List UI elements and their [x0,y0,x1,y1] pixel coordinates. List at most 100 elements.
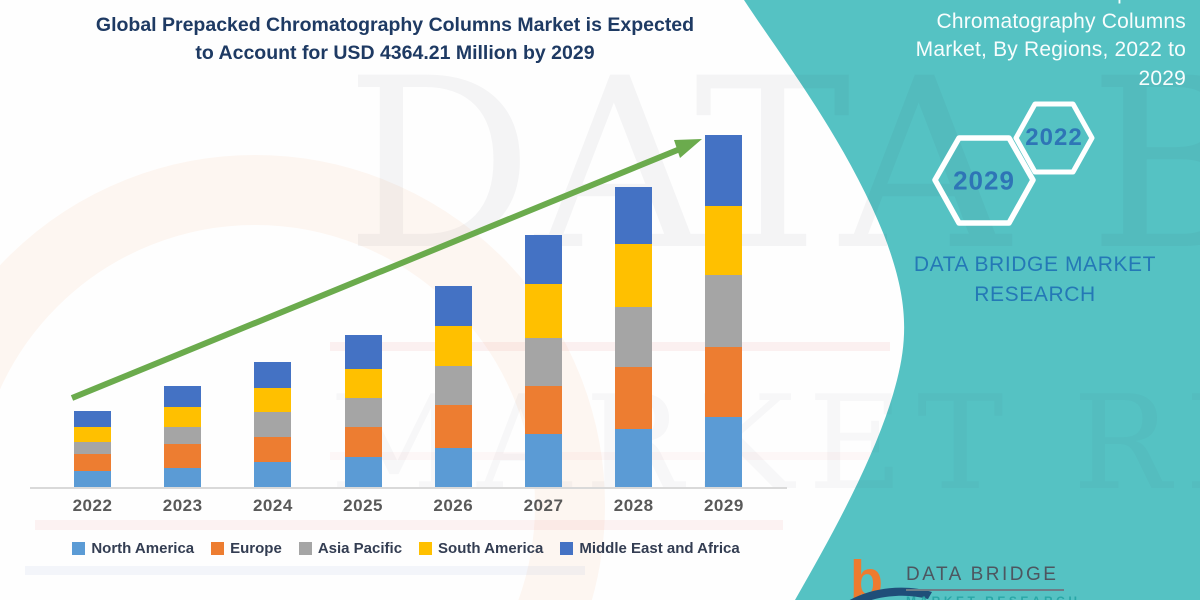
panel-heading: Global Prepacked Chromatography Columns … [916,0,1186,93]
x-axis-label-2026: 2026 [433,496,474,515]
legend-label: North America [91,540,195,557]
bar-segment-north-america [705,416,743,487]
bar-2029 [705,135,743,487]
bar-segment-south-america [74,426,111,442]
bar-segment-asia-pacific [344,397,382,427]
bar-segment-europe [254,436,292,462]
bar-2025 [344,335,382,487]
legend-item-europe: Europe [211,540,282,557]
legend-label: Middle East and Africa [579,540,740,557]
legend-label: Asia Pacific [317,540,403,557]
bar-segment-south-america [705,206,743,276]
bar-2028 [615,186,653,487]
watermark-band [330,452,890,460]
trend-arrow-line [70,146,682,401]
bar-segment-europe [164,444,202,468]
bar-segment-asia-pacific [615,306,653,367]
data-bridge-watermark: DATA BRIDGE [345,29,1200,302]
watermark-band [35,520,783,530]
legend-swatch [419,542,433,555]
bar-segment-south-america [525,284,562,338]
bar-segment-europe [344,427,382,457]
bar-2022 [74,410,111,487]
bar-segment-asia-pacific [434,365,472,406]
legend-swatch [298,542,312,555]
bar-segment-north-america [344,457,382,487]
panel-heading-line1: Chromatography Columns [936,9,1186,33]
bar-2024 [254,361,292,487]
logo-name-text: DATA BRIDGE [906,564,1059,585]
brand-text: DATA BRIDGE MARKET RESEARCH [880,250,1190,310]
chart-title-line2: to Account for USD 4364.21 Million by 20… [195,42,595,64]
bar-segment-middle-east-and-africa [705,135,743,207]
legend-label: Europe [230,540,282,557]
hexagon-2022-label: 2022 [1025,124,1083,151]
brand-text-line2: RESEARCH [974,283,1096,306]
bar-segment-europe [615,366,653,429]
brand-text-line1: DATA BRIDGE MARKET [913,253,1157,276]
x-axis-label-2024: 2024 [252,496,293,515]
bar-2026 [434,285,472,487]
bar-segment-north-america [615,428,653,487]
hexagon-2022 [1013,101,1095,175]
logo-sub-text: MARKET RESEARCH [906,594,1081,600]
legend-swatch [72,542,86,555]
bar-segment-south-america [615,244,653,307]
bar-segment-middle-east-and-africa [615,186,653,245]
bar-segment-south-america [434,325,472,366]
bar-segment-middle-east-and-africa [434,285,472,326]
legend-swatch [560,542,574,555]
trend-arrow-head [674,139,702,158]
logo-underline [906,589,1064,591]
x-axis-label-2029: 2029 [703,496,744,515]
legend-item-north-america: North America [72,540,194,557]
x-axis-label-2028: 2028 [613,496,654,515]
chart-legend: North America Europe Asia Pacific South Ame… [30,540,782,557]
bar-2027 [525,235,562,487]
chart-title-line1: Global Prepacked Chromatography Columns … [95,14,695,36]
panel-heading-line3: 2029 [1138,66,1186,90]
legend-swatch [211,542,225,555]
bar-segment-middle-east-and-africa [254,361,292,388]
data-bridge-logo: b DATA BRIDGE MARKET RESEARCH [840,556,1180,600]
bar-segment-south-america [254,387,292,412]
bar-segment-asia-pacific [254,411,292,437]
x-axis-label-2022: 2022 [72,496,113,515]
panel-heading-line2: Market, By Regions, 2022 to [915,38,1186,61]
panel-heading-clipped-line: Global Prepacked [916,0,1186,8]
bar-2023 [164,385,202,487]
legend-item-asia-pacific: Asia Pacific [298,540,403,557]
bar-segment-middle-east-and-africa [344,335,382,369]
legend-label: South America [438,540,544,557]
bar-segment-north-america [254,461,292,487]
x-axis-label-2023: 2023 [162,496,203,515]
bar-segment-asia-pacific [705,275,743,347]
bar-segment-middle-east-and-africa [525,235,562,285]
bar-segment-europe [74,453,111,471]
bar-segment-asia-pacific [525,337,562,386]
bar-segment-south-america [344,368,382,398]
bar-segment-europe [705,346,743,417]
hexagon-2029-label: 2029 [953,165,1015,196]
bar-segment-europe [525,385,562,435]
legend-item-south-america: South America [419,540,543,557]
bar-segment-north-america [434,447,472,487]
bar-segment-north-america [74,470,111,487]
bar-segment-asia-pacific [164,426,202,445]
watermark-band [330,342,890,351]
bar-segment-middle-east-and-africa [74,410,111,427]
x-axis-label-2025: 2025 [343,496,383,515]
legend-item-middle-east-and-africa: Middle East and Africa [560,540,740,557]
bar-segment-north-america [525,434,562,487]
bar-segment-south-america [164,407,202,427]
watermark-band [25,566,585,575]
bar-segment-europe [434,405,472,448]
bar-segment-north-america [164,467,202,487]
bar-segment-asia-pacific [74,441,111,454]
hexagon-2029 [932,135,1036,226]
x-axis-label-2027: 2027 [523,496,564,515]
x-axis-line [30,487,787,489]
